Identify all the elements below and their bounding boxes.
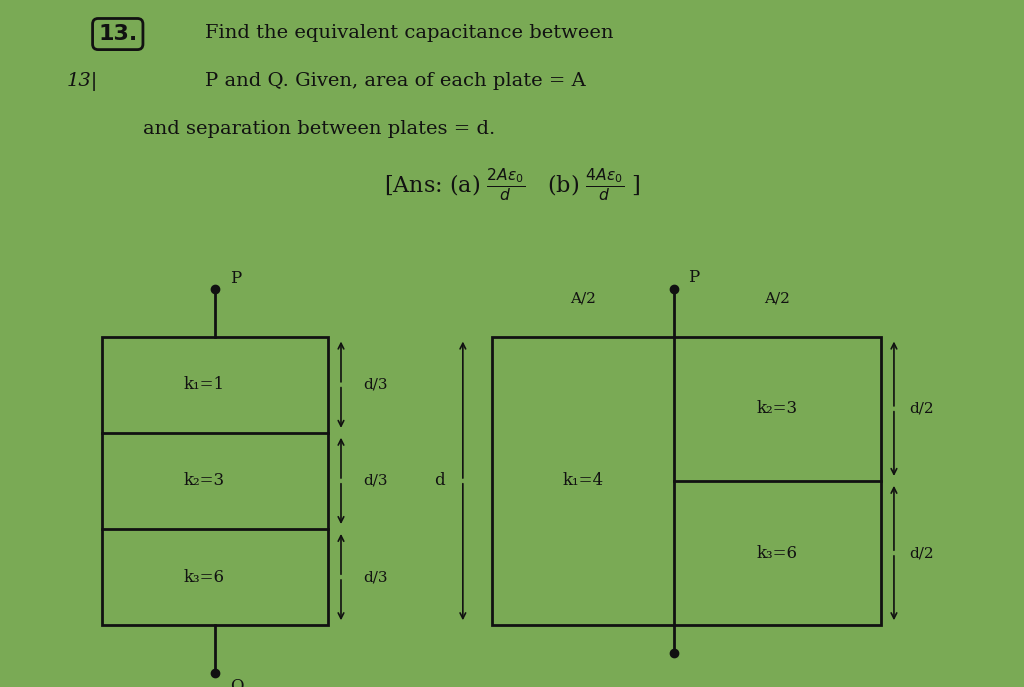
- Text: P: P: [688, 269, 699, 286]
- Text: A/2: A/2: [570, 292, 596, 306]
- Text: k₁=1: k₁=1: [183, 376, 224, 393]
- Text: 13.: 13.: [98, 24, 137, 44]
- Text: P and Q. Given, area of each plate = A: P and Q. Given, area of each plate = A: [205, 72, 586, 90]
- Text: k₁=4: k₁=4: [562, 473, 603, 489]
- Bar: [102, 337, 328, 625]
- Text: Q: Q: [230, 677, 244, 687]
- Text: d/2: d/2: [909, 546, 934, 560]
- Text: k₃=6: k₃=6: [757, 545, 798, 561]
- Text: [Ans: (a) $\frac{2A\varepsilon_0}{d}$   (b) $\frac{4A\varepsilon_0}{d}$ ]: [Ans: (a) $\frac{2A\varepsilon_0}{d}$ (b…: [384, 166, 640, 204]
- Bar: [492, 337, 881, 625]
- Text: k₃=6: k₃=6: [183, 569, 224, 585]
- Text: d/3: d/3: [364, 378, 388, 392]
- Text: d: d: [434, 473, 444, 489]
- Text: P: P: [230, 270, 242, 287]
- Text: k₂=3: k₂=3: [183, 473, 224, 489]
- Text: 13|: 13|: [67, 72, 98, 91]
- Text: d/2: d/2: [909, 402, 934, 416]
- Text: d/3: d/3: [364, 570, 388, 584]
- Text: k₂=3: k₂=3: [757, 401, 798, 417]
- Text: and separation between plates = d.: and separation between plates = d.: [143, 120, 496, 138]
- Text: Find the equivalent capacitance between: Find the equivalent capacitance between: [205, 24, 613, 42]
- Text: A/2: A/2: [765, 292, 791, 306]
- Text: d/3: d/3: [364, 474, 388, 488]
